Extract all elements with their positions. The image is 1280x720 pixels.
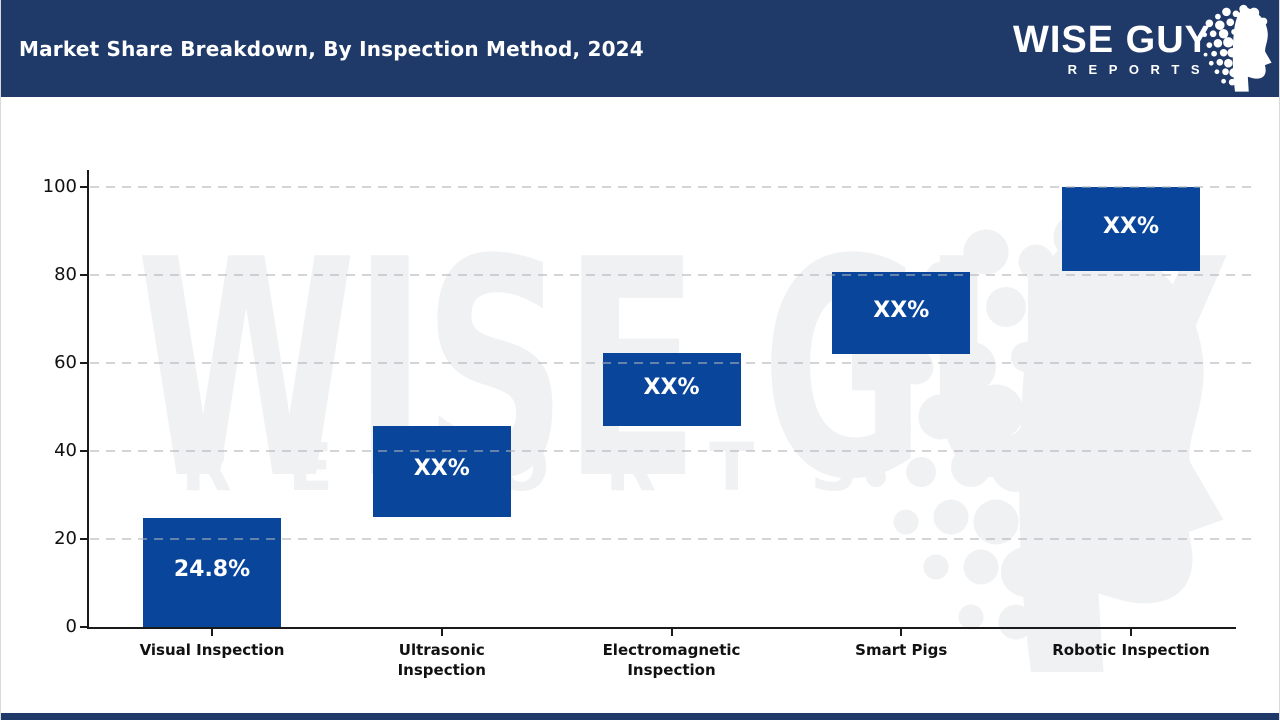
bar-value-label: XX%: [413, 456, 470, 482]
logo-head-icon: [1197, 4, 1273, 92]
y-axis: [87, 170, 89, 629]
y-tick-mark: [80, 186, 87, 188]
bar-value-label: XX%: [643, 374, 700, 400]
x-tick-mark: [211, 629, 213, 636]
bar: [832, 271, 971, 355]
y-tick-label: 20: [54, 528, 77, 549]
y-tick-mark: [80, 362, 87, 364]
bar: [1062, 187, 1200, 271]
page-title: Market Share Breakdown, By Inspection Me…: [19, 36, 644, 61]
bar-value-label: 24.8%: [173, 557, 251, 583]
y-tick-mark: [80, 626, 87, 628]
bar: [602, 353, 741, 426]
x-tick-mark: [1130, 629, 1132, 636]
y-tick-mark: [80, 450, 87, 452]
x-tick-label: Smart Pigs: [855, 641, 948, 659]
x-tick-label: Robotic Inspection: [1052, 641, 1210, 659]
y-tick-label: 60: [54, 352, 77, 373]
bar-value-label: XX%: [873, 298, 930, 324]
x-axis: [87, 627, 1236, 629]
x-tick-mark: [440, 629, 443, 636]
x-tick-label: Electromagnetic Inspection: [602, 641, 741, 679]
y-tick-mark: [80, 538, 87, 540]
logo-wordmark: WISE GUY: [1012, 19, 1211, 61]
gridline: [90, 538, 1258, 540]
x-tick-mark: [900, 629, 903, 636]
y-tick-label: 80: [54, 264, 77, 285]
gridline: [90, 450, 1258, 452]
bar: [143, 517, 281, 627]
logo-reports-label: REPORTS: [1067, 62, 1211, 77]
gridline: [90, 186, 1258, 188]
bar-value-label: XX%: [1103, 213, 1159, 239]
y-tick-label: 0: [65, 616, 77, 637]
y-tick-label: 40: [54, 440, 77, 461]
gridline: [90, 274, 1258, 276]
footer-bar: [1, 713, 1279, 720]
x-tick-label: Visual Inspection: [139, 641, 285, 659]
x-tick-label: Ultrasonic Inspection: [397, 641, 486, 679]
gridline: [90, 362, 1258, 364]
x-tick-mark: [670, 629, 673, 636]
header-bar: Market Share Breakdown, By Inspection Me…: [1, 0, 1279, 97]
y-tick-label: 100: [42, 176, 77, 197]
y-tick-mark: [80, 274, 87, 276]
bar: [372, 425, 511, 517]
watermark-reports: REPORTS: [181, 429, 914, 506]
